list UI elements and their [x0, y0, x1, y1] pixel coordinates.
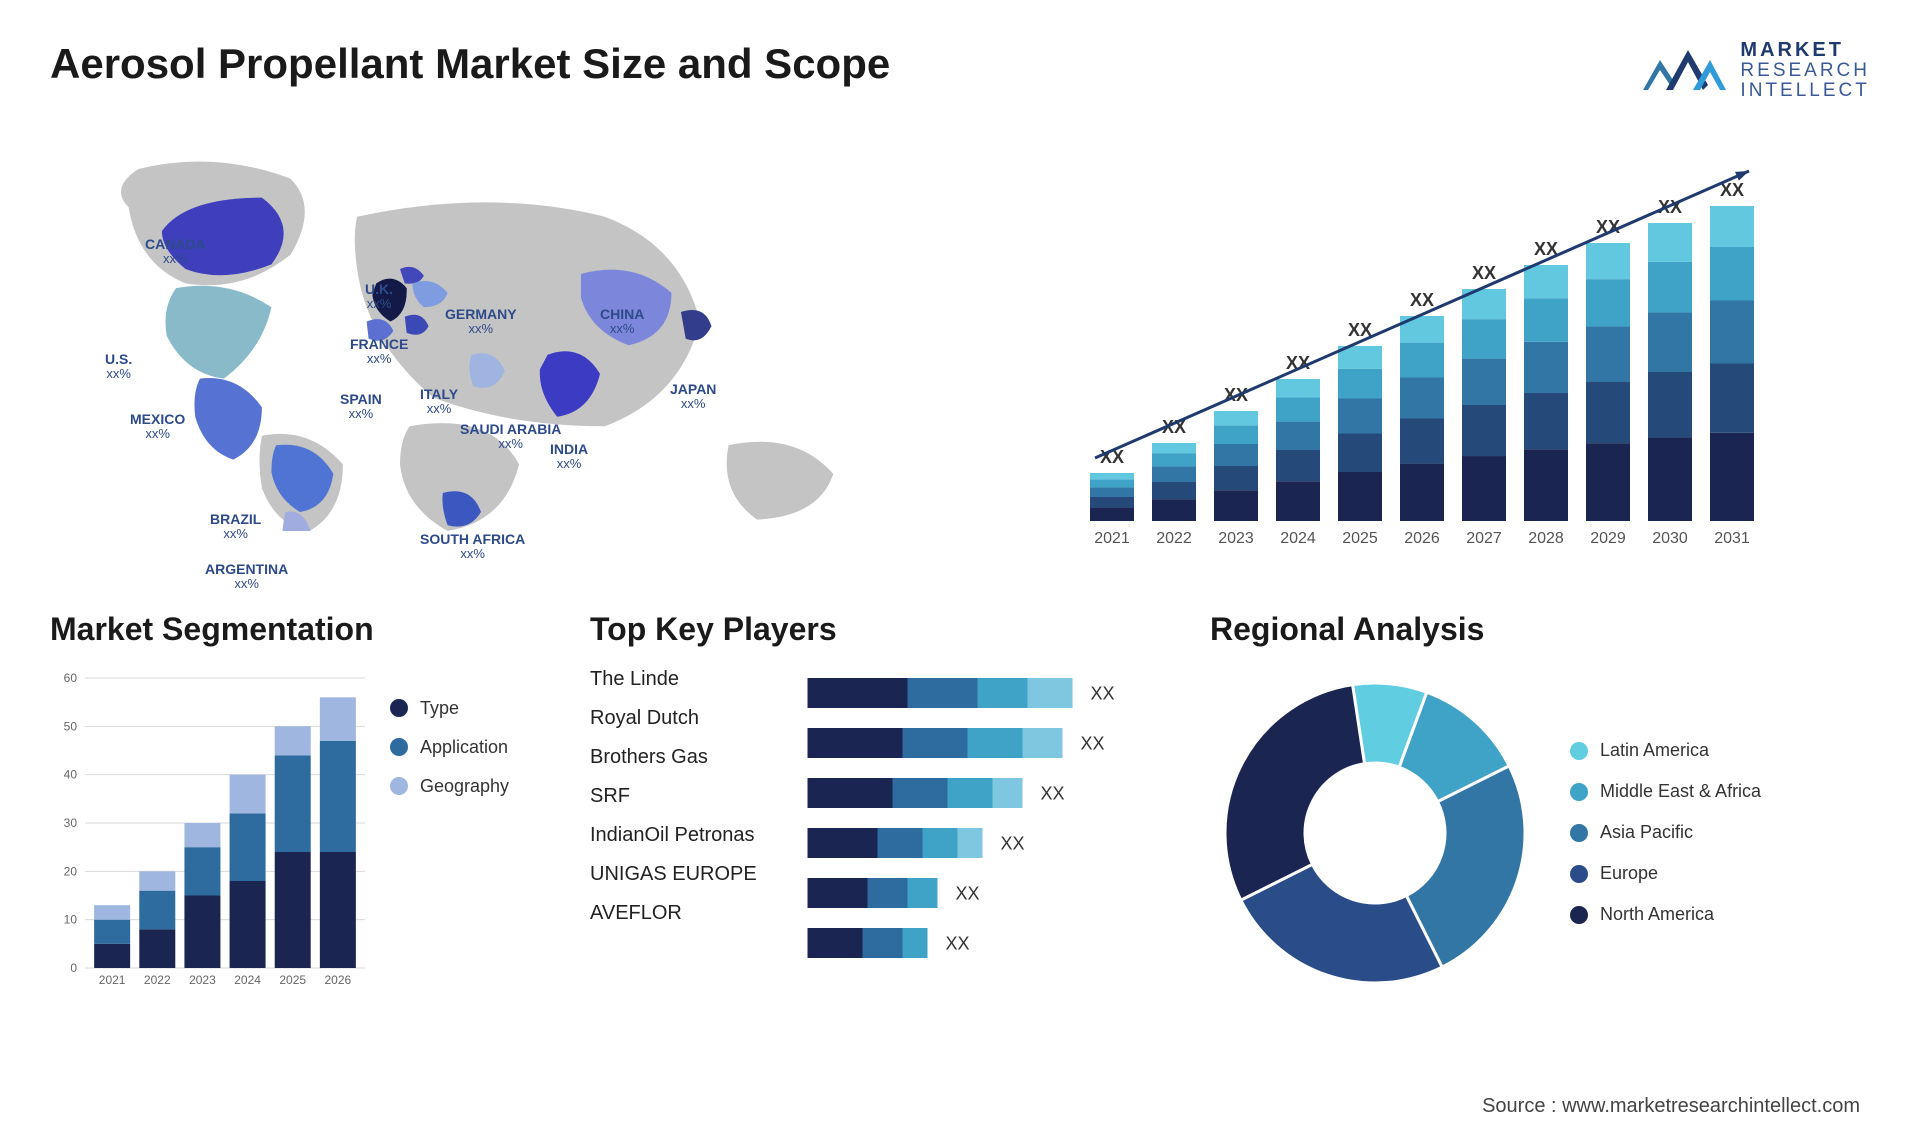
svg-text:2024: 2024 — [234, 973, 261, 987]
forecast-year-label: 2021 — [1094, 530, 1130, 547]
legend-swatch-icon — [1570, 824, 1588, 842]
svg-text:10: 10 — [64, 913, 78, 927]
legend-swatch-icon — [1570, 865, 1588, 883]
regional-donut-chart — [1210, 668, 1540, 998]
map-label-spain: SPAINxx% — [340, 391, 382, 422]
segmentation-legend-item: Type — [390, 698, 550, 719]
player-bar-value: XX — [946, 933, 970, 953]
key-player-name: The Linde — [590, 668, 780, 691]
logo-mark-icon — [1638, 40, 1728, 100]
player-bar-value: XX — [1081, 733, 1105, 753]
legend-label: Geography — [420, 776, 509, 797]
forecast-year-label: 2022 — [1156, 530, 1192, 547]
key-player-name: IndianOil Petronas — [590, 824, 780, 847]
player-bar-value: XX — [956, 883, 980, 903]
player-bar-value: XX — [1041, 783, 1065, 803]
legend-label: Latin America — [1600, 740, 1709, 761]
regional-legend-item: Latin America — [1570, 740, 1870, 761]
svg-text:20: 20 — [64, 864, 78, 878]
regional-title: Regional Analysis — [1210, 611, 1870, 648]
regional-legend-item: North America — [1570, 904, 1870, 925]
segmentation-legend: Type Application Geography — [390, 668, 550, 998]
logo-text-1: MARKET — [1740, 40, 1870, 61]
map-label-saudi-arabia: SAUDI ARABIAxx% — [460, 421, 561, 452]
svg-text:2025: 2025 — [279, 973, 306, 987]
logo-text-3: INTELLECT — [1740, 81, 1870, 101]
svg-text:2021: 2021 — [99, 973, 126, 987]
map-label-japan: JAPANxx% — [670, 381, 716, 412]
forecast-bar-label: XX — [1410, 290, 1434, 310]
legend-label: Application — [420, 737, 508, 758]
segmentation-legend-item: Application — [390, 737, 550, 758]
map-label-china: CHINAxx% — [600, 306, 644, 337]
map-label-south-africa: SOUTH AFRICAxx% — [420, 531, 525, 562]
logo-text-2: RESEARCH — [1740, 61, 1870, 81]
segmentation-title: Market Segmentation — [50, 611, 550, 648]
forecast-chart-panel: XX2021XX2022XX2023XX2024XX2025XX2026XX20… — [990, 131, 1870, 571]
map-label-argentina: ARGENTINAxx% — [205, 561, 288, 592]
key-players-chart: XX XX XX XX XX XX — [805, 668, 1170, 998]
svg-text:30: 30 — [64, 816, 78, 830]
legend-swatch-icon — [1570, 783, 1588, 801]
forecast-year-label: 2031 — [1714, 530, 1750, 547]
legend-swatch-icon — [390, 738, 408, 756]
world-map-panel: CANADAxx%U.S.xx%MEXICOxx%BRAZILxx%ARGENT… — [50, 131, 950, 571]
map-label-u-k-: U.K.xx% — [365, 281, 393, 312]
segmentation-chart: 0 10 20 30 40 50 60 2021 2022 2023 2024 2025 2026 — [50, 668, 370, 998]
key-player-name: AVEFLOR — [590, 902, 780, 925]
player-bar-value: XX — [1001, 833, 1025, 853]
regional-panel: Regional Analysis Latin America Middle Ea… — [1210, 611, 1870, 1041]
forecast-year-label: 2025 — [1342, 530, 1378, 547]
svg-text:2026: 2026 — [325, 973, 352, 987]
legend-label: Type — [420, 698, 459, 719]
legend-swatch-icon — [1570, 742, 1588, 760]
key-player-name: SRF — [590, 785, 780, 808]
map-label-u-s-: U.S.xx% — [105, 351, 132, 382]
key-player-name: Brothers Gas — [590, 746, 780, 769]
svg-text:50: 50 — [64, 719, 78, 733]
legend-swatch-icon — [390, 699, 408, 717]
map-label-france: FRANCExx% — [350, 336, 408, 367]
legend-swatch-icon — [1570, 906, 1588, 924]
map-label-brazil: BRAZILxx% — [210, 511, 261, 542]
svg-text:2022: 2022 — [144, 973, 171, 987]
map-label-canada: CANADAxx% — [145, 236, 206, 267]
svg-text:2023: 2023 — [189, 973, 216, 987]
key-player-name: Royal Dutch — [590, 707, 780, 730]
forecast-year-label: 2027 — [1466, 530, 1502, 547]
svg-text:0: 0 — [70, 961, 77, 975]
map-label-germany: GERMANYxx% — [445, 306, 517, 337]
regional-legend: Latin America Middle East & Africa Asia Pa… — [1570, 740, 1870, 925]
legend-label: Europe — [1600, 863, 1658, 884]
key-players-panel: Top Key Players The Linde Royal Dutch Brot… — [590, 611, 1170, 1041]
brand-logo: MARKET RESEARCH INTELLECT — [1638, 40, 1870, 101]
map-label-italy: ITALYxx% — [420, 386, 458, 417]
legend-swatch-icon — [390, 777, 408, 795]
regional-legend-item: Middle East & Africa — [1570, 781, 1870, 802]
svg-text:60: 60 — [64, 671, 78, 685]
legend-label: Middle East & Africa — [1600, 781, 1761, 802]
key-players-title: Top Key Players — [590, 611, 1170, 648]
legend-label: Asia Pacific — [1600, 822, 1693, 843]
regional-legend-item: Europe — [1570, 863, 1870, 884]
key-players-list: The Linde Royal Dutch Brothers Gas SRF India… — [590, 668, 780, 998]
svg-text:40: 40 — [64, 768, 78, 782]
segmentation-legend-item: Geography — [390, 776, 550, 797]
forecast-year-label: 2026 — [1404, 530, 1440, 547]
segmentation-panel: Market Segmentation 0 10 20 30 40 50 60 2021 202… — [50, 611, 550, 1041]
forecast-year-label: 2030 — [1652, 530, 1688, 547]
forecast-year-label: 2023 — [1218, 530, 1254, 547]
forecast-bar-label: XX — [1472, 263, 1496, 283]
legend-label: North America — [1600, 904, 1714, 925]
regional-legend-item: Asia Pacific — [1570, 822, 1870, 843]
map-label-mexico: MEXICOxx% — [130, 411, 185, 442]
key-player-name: UNIGAS EUROPE — [590, 863, 780, 886]
forecast-year-label: 2029 — [1590, 530, 1626, 547]
forecast-year-label: 2024 — [1280, 530, 1316, 547]
map-label-india: INDIAxx% — [550, 441, 588, 472]
source-credit: Source : www.marketresearchintellect.com — [1482, 1095, 1860, 1118]
forecast-year-label: 2028 — [1528, 530, 1564, 547]
player-bar-value: XX — [1091, 683, 1115, 703]
page-title: Aerosol Propellant Market Size and Scope — [50, 40, 890, 88]
